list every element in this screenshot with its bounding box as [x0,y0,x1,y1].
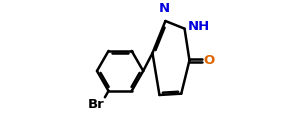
Text: O: O [203,54,214,67]
Text: N: N [159,2,170,15]
Text: Br: Br [88,98,104,111]
Text: NH: NH [188,19,210,32]
